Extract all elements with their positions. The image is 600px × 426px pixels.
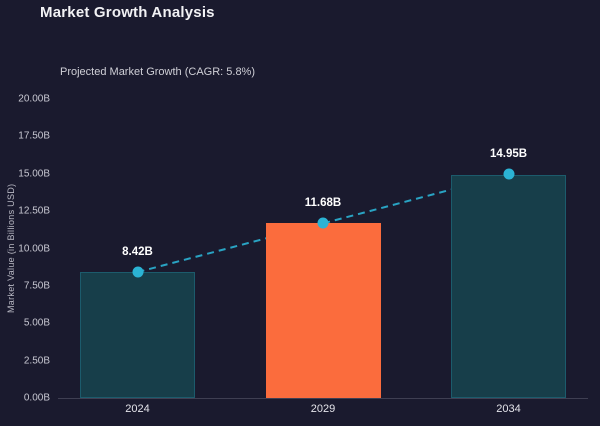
y-tick-10.00B: 10.00B xyxy=(18,243,50,254)
bar-2024 xyxy=(80,272,195,398)
y-tick-15.00B: 15.00B xyxy=(18,168,50,180)
y-tick-2.50B: 2.50B xyxy=(23,355,50,367)
x-tick-2034: 2034 xyxy=(496,403,521,415)
chart-subtitle: Projected Market Growth (CAGR: 5.8%) xyxy=(60,66,256,78)
y-tick-7.50B: 7.50B xyxy=(23,280,50,292)
y-axis-ticks: 20.00B 17.50B 15.00B 12.50B 10.00B 7.50B 5.00B… xyxy=(0,94,50,404)
y-tick-12.50B: 12.50B xyxy=(18,205,50,217)
x-tick-2024: 2024 xyxy=(125,403,150,415)
data-point-marker-2024 xyxy=(132,266,143,278)
x-tick-2029: 2029 xyxy=(310,403,336,415)
value-label-2034: 14.95B xyxy=(489,148,528,161)
bar-2029 xyxy=(265,223,381,398)
value-label-2024: 8.42B xyxy=(122,246,153,259)
y-tick-20.00B: 20.00B xyxy=(18,93,50,105)
x-axis-ticks: 2024 2029 2034 xyxy=(58,403,588,423)
chart-title: Market Growth Analysis xyxy=(40,4,215,21)
data-point-marker-2029 xyxy=(317,217,329,229)
bar-2034 xyxy=(451,174,566,398)
value-label-2029: 11.68B xyxy=(304,197,342,210)
y-tick-0.00B: 0.00B xyxy=(23,392,50,404)
y-tick-17.50B: 17.50B xyxy=(18,130,50,142)
plot-area: 8.42B 11.68B 14.95B xyxy=(58,99,588,399)
data-point-marker-2034 xyxy=(503,168,514,180)
y-tick-5.00B: 5.00B xyxy=(23,317,50,329)
